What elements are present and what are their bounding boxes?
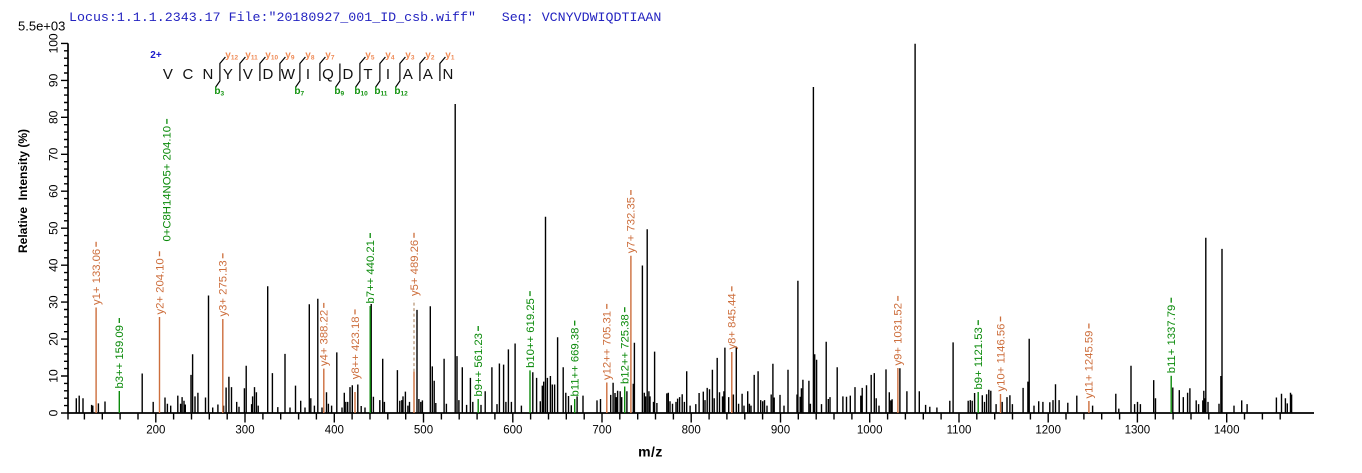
svg-text:2+: 2+ [150,50,162,61]
svg-text:y11: y11 [245,50,258,61]
svg-text:y8+ 845.44: y8+ 845.44 [727,293,739,349]
svg-text:b9: b9 [334,86,344,97]
svg-text:b9++ 561.23: b9++ 561.23 [473,333,485,396]
svg-text:A: A [423,66,433,83]
svg-text:y10: y10 [265,50,278,61]
svg-text:y1: y1 [445,50,455,61]
svg-text:N: N [442,66,453,83]
svg-text:5.5e+03: 5.5e+03 [18,19,65,34]
svg-text:600: 600 [503,425,522,437]
svg-text:500: 500 [414,425,433,437]
svg-text:D: D [262,66,273,83]
svg-text:Locus:1.1.1.2343.17 File:"2018: Locus:1.1.1.2343.17 File:"20180927_001_I… [69,10,476,25]
svg-text:Relative Intensity (%): Relative Intensity (%) [16,129,30,253]
svg-text:y4: y4 [385,50,395,61]
svg-text:400: 400 [325,425,344,437]
svg-text:b12: b12 [394,86,408,97]
svg-text:y12++ 705.31: y12++ 705.31 [602,311,614,380]
svg-text:60: 60 [47,184,61,198]
svg-text:y1+ 133.06: y1+ 133.06 [91,249,103,305]
svg-text:C: C [182,66,193,83]
svg-text:y12: y12 [225,50,238,61]
svg-text:30: 30 [47,295,61,309]
svg-text:A: A [403,66,413,83]
svg-text:y2+ 204.10: y2+ 204.10 [154,258,166,314]
svg-text:50: 50 [47,221,61,235]
svg-text:b11+ 1337.79: b11+ 1337.79 [1166,305,1178,374]
svg-text:b10++ 619.25: b10++ 619.25 [525,298,537,368]
svg-text:90: 90 [47,73,61,87]
svg-text:1100: 1100 [947,425,972,437]
svg-text:Q: Q [322,66,334,83]
svg-text:100: 100 [47,33,61,53]
svg-text:700: 700 [592,425,611,437]
svg-text:b3++ 159.09: b3++ 159.09 [114,325,126,388]
svg-text:N: N [202,66,213,83]
svg-text:1200: 1200 [1035,425,1061,437]
svg-text:y7: y7 [325,50,335,61]
svg-text:y8: y8 [305,50,315,61]
svg-text:900: 900 [771,425,790,437]
svg-text:b9+ 1121.53: b9+ 1121.53 [973,327,985,389]
svg-text:b11++ 669.38: b11++ 669.38 [570,328,582,397]
svg-text:m/z: m/z [638,444,663,460]
svg-text:y3+ 275.13: y3+ 275.13 [218,260,230,316]
svg-text:0: 0 [47,409,61,416]
svg-text:b3: b3 [214,86,224,97]
svg-text:0+C8H14NO5+ 204.10: 0+C8H14NO5+ 204.10 [162,126,174,242]
svg-text:1000: 1000 [857,425,883,437]
svg-text:b10: b10 [354,86,368,97]
svg-text:300: 300 [235,425,254,437]
svg-text:y9+ 1031.52: y9+ 1031.52 [893,303,905,366]
svg-text:Seq: VCNYVDWIQDTIAAN: Seq: VCNYVDWIQDTIAAN [502,10,662,25]
svg-text:10: 10 [47,369,61,383]
svg-text:y3: y3 [405,50,415,61]
svg-text:b7: b7 [294,86,304,97]
svg-text:1300: 1300 [1125,425,1151,437]
svg-text:b11: b11 [374,86,387,97]
svg-text:T: T [363,66,372,83]
svg-text:I: I [386,66,390,83]
svg-text:200: 200 [146,425,165,437]
svg-text:y2: y2 [425,50,435,61]
svg-text:y11+ 1245.59: y11+ 1245.59 [1084,331,1096,399]
svg-text:V: V [163,66,173,83]
svg-text:b12++ 725.38: b12++ 725.38 [620,314,632,384]
svg-text:b7++ 440.21: b7++ 440.21 [365,240,377,303]
svg-text:1400: 1400 [1214,425,1240,437]
svg-text:y5+ 489.26: y5+ 489.26 [409,240,421,296]
svg-text:y10+ 1146.56: y10+ 1146.56 [995,324,1007,392]
svg-text:y9: y9 [285,50,295,61]
svg-text:y7+ 732.35: y7+ 732.35 [626,197,638,253]
svg-text:W: W [281,66,296,83]
svg-text:D: D [342,66,353,83]
svg-text:I: I [306,66,310,83]
svg-text:y5: y5 [365,50,375,61]
svg-text:y4+ 388.22: y4+ 388.22 [319,310,331,366]
svg-text:800: 800 [682,425,701,437]
svg-text:Y: Y [223,66,233,83]
svg-text:80: 80 [47,110,61,124]
svg-text:40: 40 [47,258,61,272]
svg-text:20: 20 [47,332,61,346]
svg-text:V: V [243,66,253,83]
svg-text:y8++ 423.18: y8++ 423.18 [350,316,362,379]
svg-text:70: 70 [47,147,61,161]
